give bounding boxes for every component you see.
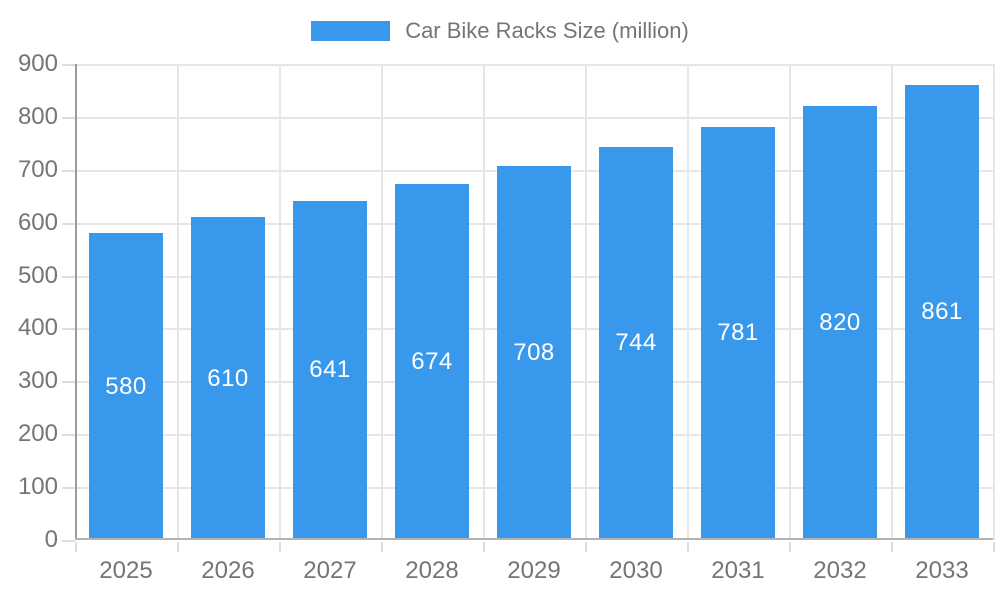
x-axis-line bbox=[75, 538, 993, 540]
bar-value-label: 744 bbox=[615, 329, 657, 357]
v-gridline bbox=[789, 64, 791, 540]
bar-2027[interactable]: 641 bbox=[292, 200, 368, 540]
bar-value-label: 708 bbox=[513, 338, 555, 366]
x-tick-label: 2027 bbox=[303, 557, 357, 584]
h-gridline bbox=[75, 116, 993, 119]
bar-value-label: 820 bbox=[819, 309, 861, 337]
bar-2028[interactable]: 674 bbox=[394, 183, 470, 540]
v-gridline bbox=[993, 64, 995, 540]
v-gridline bbox=[891, 64, 893, 540]
y-axis-tick bbox=[62, 328, 75, 331]
x-tick-label: 2032 bbox=[813, 557, 867, 584]
y-axis-line bbox=[75, 64, 77, 540]
y-axis-tick bbox=[62, 381, 75, 384]
y-tick-label: 500 bbox=[17, 261, 58, 289]
bar-2032[interactable]: 820 bbox=[802, 106, 878, 540]
bar-value-label: 781 bbox=[717, 319, 759, 347]
x-tick-label: 2029 bbox=[507, 557, 561, 584]
bar-2025[interactable]: 580 bbox=[88, 233, 164, 540]
y-axis-tick bbox=[62, 434, 75, 437]
v-gridline bbox=[177, 64, 179, 540]
y-axis-tick bbox=[62, 275, 75, 278]
x-axis-tick bbox=[585, 542, 587, 552]
bar-value-label: 674 bbox=[411, 347, 453, 375]
bar-2030[interactable]: 744 bbox=[598, 146, 674, 540]
legend-color-swatch bbox=[311, 21, 391, 41]
bar-2031[interactable]: 781 bbox=[700, 126, 776, 540]
v-gridline bbox=[279, 64, 281, 540]
y-tick-label: 800 bbox=[17, 102, 58, 130]
x-axis-tick bbox=[381, 542, 383, 552]
y-axis-tick bbox=[62, 64, 75, 66]
h-gridline bbox=[75, 64, 993, 66]
x-axis-tick bbox=[993, 542, 995, 552]
plot-area: 580 610 641 674 708 744 781 820 861 bbox=[62, 64, 995, 552]
y-tick-label: 900 bbox=[17, 50, 58, 77]
x-tick-label: 2030 bbox=[609, 557, 663, 584]
y-tick-label: 700 bbox=[17, 155, 58, 183]
x-tick-label: 2025 bbox=[99, 557, 153, 584]
v-gridline bbox=[381, 64, 383, 540]
y-axis-tick bbox=[62, 540, 75, 542]
y-tick-label: 0 bbox=[44, 526, 58, 553]
bar-value-label: 610 bbox=[207, 364, 249, 392]
x-axis-tick bbox=[279, 542, 281, 552]
x-tick-label: 2028 bbox=[405, 557, 459, 584]
bar-value-label: 641 bbox=[309, 356, 351, 384]
x-axis-tick bbox=[687, 542, 689, 552]
legend-item[interactable]: Car Bike Racks Size (million) bbox=[0, 18, 1000, 44]
bar-value-label: 861 bbox=[921, 298, 963, 326]
y-tick-label: 100 bbox=[17, 473, 58, 501]
legend-label: Car Bike Racks Size (million) bbox=[405, 18, 689, 43]
y-tick-label: 200 bbox=[17, 420, 58, 448]
bar-2026[interactable]: 610 bbox=[190, 217, 266, 540]
v-gridline bbox=[585, 64, 587, 540]
y-tick-label: 600 bbox=[17, 208, 58, 236]
y-axis-tick bbox=[62, 222, 75, 225]
x-axis-tick bbox=[891, 542, 893, 552]
x-axis-tick bbox=[483, 542, 485, 552]
x-axis-tick bbox=[75, 542, 77, 552]
x-axis-tick bbox=[789, 542, 791, 552]
x-axis-tick bbox=[177, 542, 179, 552]
y-tick-label: 400 bbox=[17, 314, 58, 342]
v-gridline bbox=[687, 64, 689, 540]
bar-2033[interactable]: 861 bbox=[904, 84, 980, 540]
bar-2029[interactable]: 708 bbox=[496, 165, 572, 540]
y-axis-tick bbox=[62, 116, 75, 119]
y-axis-tick bbox=[62, 169, 75, 172]
x-tick-label: 2031 bbox=[711, 557, 765, 584]
y-tick-label: 300 bbox=[17, 367, 58, 395]
x-tick-label: 2026 bbox=[201, 557, 255, 584]
x-tick-label: 2033 bbox=[915, 557, 969, 584]
bar-value-label: 580 bbox=[105, 372, 147, 400]
y-axis-tick bbox=[62, 487, 75, 490]
v-gridline bbox=[483, 64, 485, 540]
